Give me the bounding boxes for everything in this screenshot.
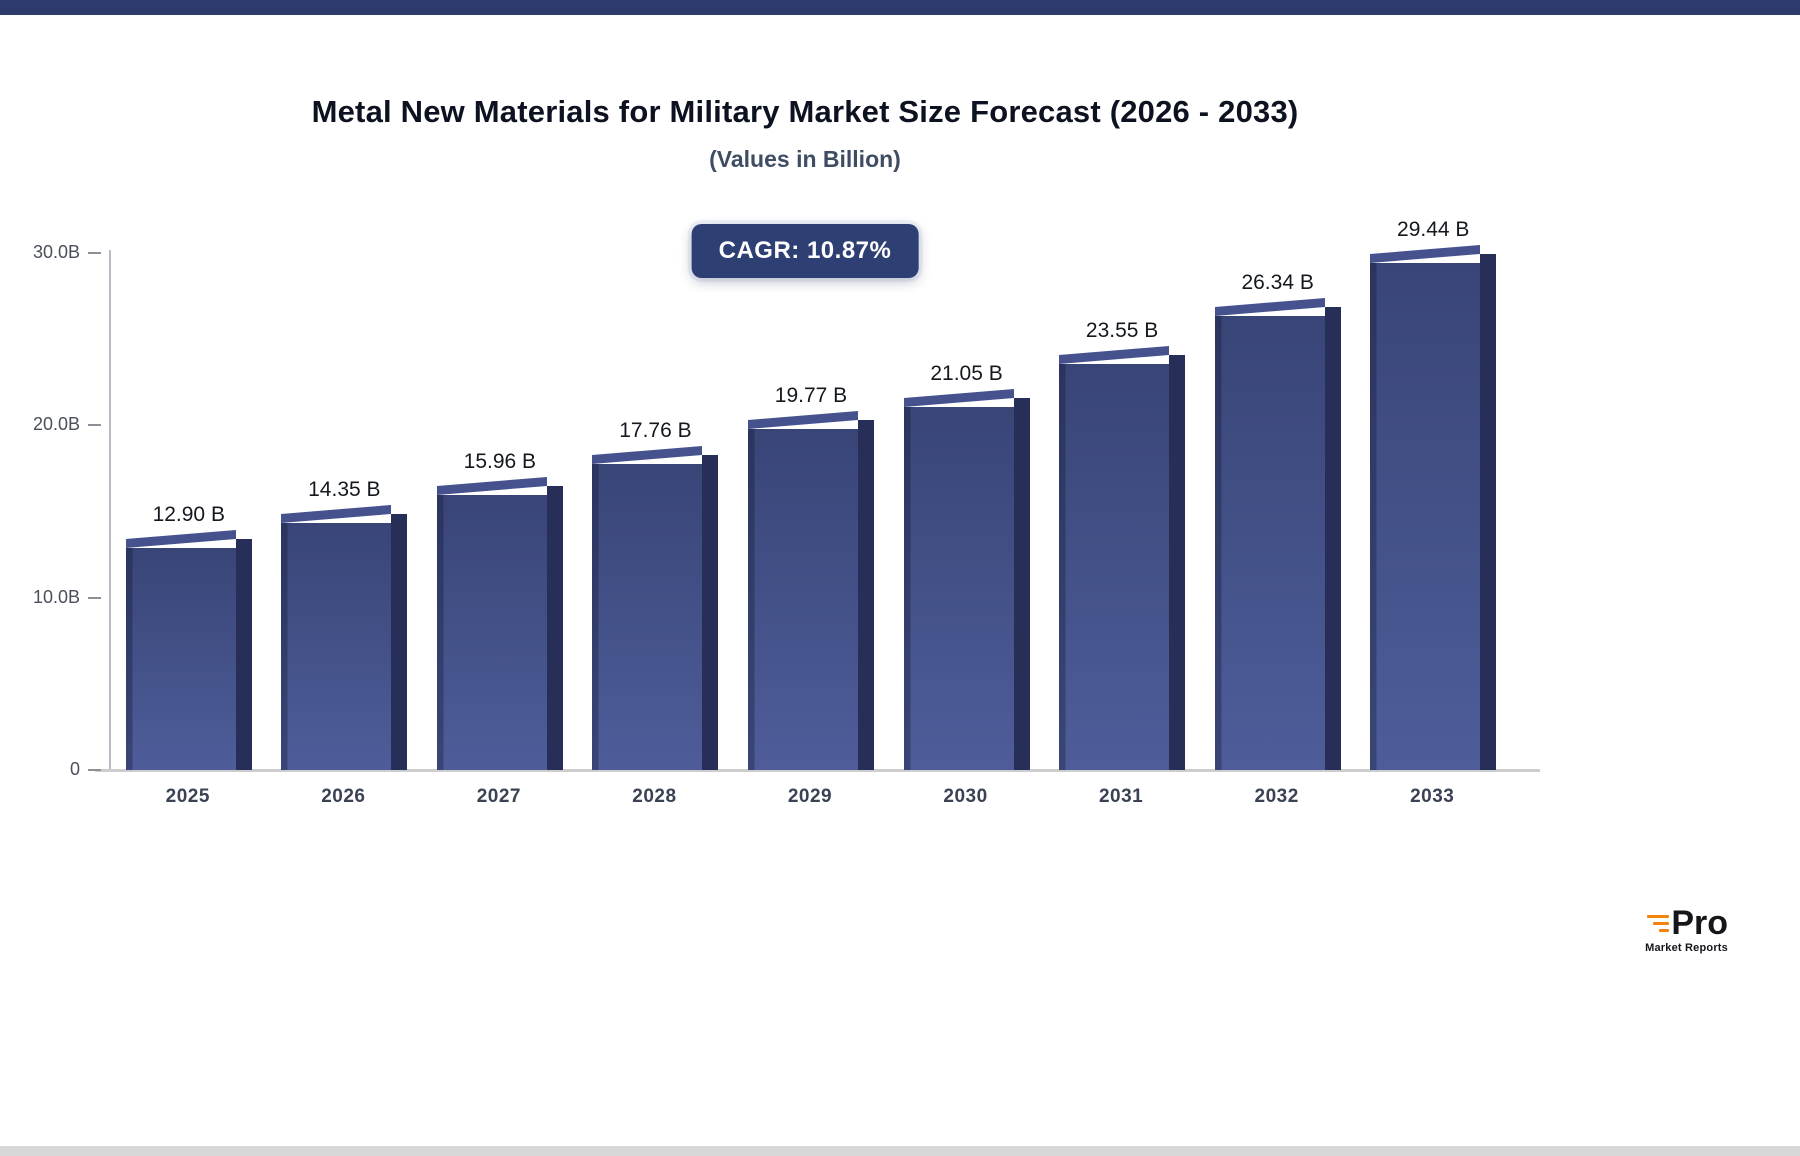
x-axis-label: 2033	[1410, 786, 1455, 807]
x-axis-label: 2031	[1098, 786, 1144, 807]
y-axis-tick-mark	[88, 252, 101, 254]
y-axis-tick-label: 0	[69, 759, 80, 779]
chart-header: Metal New Materials for Military Market …	[0, 94, 1610, 173]
bar-value-label: 29.44 B	[1397, 217, 1470, 241]
bar-face	[125, 547, 236, 770]
bar-side-face	[1480, 253, 1497, 770]
y-axis-tick-label: 30.0B	[32, 242, 80, 262]
bar-side-face	[702, 454, 719, 770]
bar-side-face	[1324, 307, 1341, 770]
bar-face	[748, 429, 858, 770]
x-axis-label: 2029	[787, 786, 833, 807]
top-strip	[0, 0, 1800, 15]
bar-group: 21.05 B	[903, 362, 1030, 770]
bar-group: 23.55 B	[1059, 319, 1186, 770]
bar-value-label: 26.34 B	[1241, 271, 1314, 295]
bar-value-label: 12.90 B	[152, 502, 225, 526]
logo-subtext: Market Reports	[1645, 942, 1728, 954]
bar-group: 19.77 B	[748, 384, 874, 770]
bar-top-face	[748, 411, 858, 430]
logo-row: Pro	[1645, 906, 1728, 940]
bar-group: 26.34 B	[1214, 271, 1341, 770]
logo-name: Pro	[1671, 904, 1728, 942]
bar-face	[592, 463, 703, 770]
bar-group: 12.90 B	[125, 503, 252, 770]
y-axis-tick-label: 10.0B	[32, 586, 80, 607]
y-axis-tick-label: 20.0B	[32, 414, 80, 435]
bar-side-face	[546, 485, 563, 770]
bar-top-face	[1370, 244, 1481, 263]
bar-side-face	[235, 538, 252, 770]
y-axis-line	[109, 250, 111, 771]
bar-face	[1214, 316, 1325, 770]
y-axis-tick-mark	[88, 769, 101, 771]
bar-value-label: 21.05 B	[930, 362, 1003, 386]
x-axis-baseline	[95, 769, 1540, 772]
bottom-strip	[0, 1146, 1800, 1156]
brand-logo: Pro Market Reports	[1645, 906, 1728, 954]
bar-top-face	[903, 389, 1014, 408]
x-axis-label: 2027	[476, 786, 522, 807]
x-axis-label: 2032	[1254, 786, 1299, 807]
bar-value-label: 19.77 B	[774, 384, 848, 408]
chart-title: Metal New Materials for Military Market …	[311, 94, 1299, 129]
bar-face	[1059, 364, 1170, 770]
x-axis-label: 2030	[943, 786, 988, 807]
chart-subtitle: (Values in Billion)	[709, 146, 901, 172]
bar-value-label: 17.76 B	[619, 418, 692, 442]
bar-top-face	[125, 529, 236, 548]
bar-group: 14.35 B	[281, 478, 408, 770]
bar-group: 29.44 B	[1370, 218, 1497, 770]
bar-side-face	[1013, 398, 1030, 770]
bar-value-label: 23.55 B	[1085, 319, 1159, 343]
bar-value-label: 14.35 B	[308, 477, 381, 501]
bar-face	[281, 522, 392, 770]
bar-face	[1370, 262, 1481, 770]
bar-value-label: 15.96 B	[463, 449, 537, 473]
bar-top-face	[592, 445, 703, 464]
bar-face	[436, 494, 547, 770]
x-axis-label: 2028	[632, 786, 677, 807]
bar-group: 17.76 B	[592, 419, 719, 770]
bar-top-face	[281, 504, 392, 523]
bar-top-face	[436, 476, 547, 495]
x-axis-label: 2026	[321, 786, 366, 807]
bar-top-face	[1059, 346, 1170, 365]
bar-side-face	[391, 513, 408, 770]
bar-side-face	[1169, 355, 1186, 770]
logo-icon	[1647, 913, 1670, 934]
cagr-badge: CAGR: 10.87%	[691, 224, 919, 278]
bar-side-face	[858, 420, 874, 770]
bar-group: 15.96 B	[436, 450, 563, 770]
bar-top-face	[1214, 298, 1325, 317]
plot-area: 12.90 B 14.35 B 15.96 B 17.76 B 19.77 B 21.05…	[110, 218, 1510, 770]
y-axis-tick-mark	[88, 424, 101, 427]
x-axis-label: 2025	[165, 786, 210, 807]
bar-face	[903, 407, 1014, 770]
y-axis-tick-mark	[88, 596, 101, 599]
